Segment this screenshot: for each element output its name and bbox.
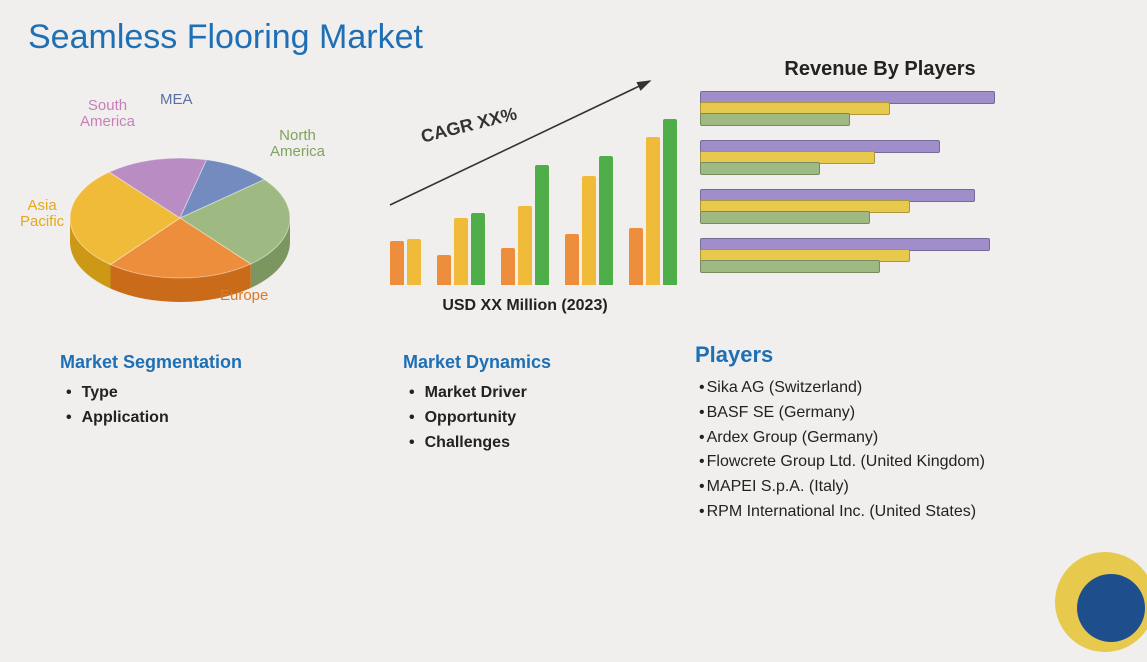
bar bbox=[565, 234, 579, 285]
bar-chart-caption: USD XX Million (2023) bbox=[380, 297, 670, 315]
revenue-bar bbox=[700, 260, 880, 273]
players-item: BASF SE (Germany) bbox=[699, 401, 1115, 426]
players-heading: Players bbox=[695, 342, 1115, 368]
corner-badge-icon bbox=[1045, 542, 1147, 662]
bar-group bbox=[501, 165, 549, 285]
players-item: Flowcrete Group Ltd. (United Kingdom) bbox=[699, 450, 1115, 475]
bar-group bbox=[629, 119, 677, 286]
pie-slice-label: SouthAmerica bbox=[80, 98, 135, 130]
bar-chart-bars bbox=[390, 85, 660, 285]
players-column: Players Sika AG (Switzerland)BASF SE (Ge… bbox=[695, 342, 1115, 525]
pie-slice-label: NorthAmerica bbox=[270, 128, 325, 160]
pie-slice-label: AsiaPacific bbox=[20, 198, 64, 230]
pie-slice-label: MEA bbox=[160, 92, 193, 108]
bar-group bbox=[565, 156, 613, 286]
revenue-row bbox=[700, 91, 1060, 126]
pie-slice-label: Europe bbox=[220, 288, 268, 304]
bar bbox=[535, 165, 549, 285]
dynamics-item: Opportunity bbox=[407, 406, 703, 431]
bar bbox=[437, 255, 451, 285]
bar bbox=[454, 218, 468, 285]
revenue-row bbox=[700, 140, 1060, 175]
dynamics-list: Market DriverOpportunityChallenges bbox=[403, 381, 703, 455]
revenue-bar bbox=[700, 211, 870, 224]
revenue-chart-rows bbox=[700, 91, 1060, 273]
players-item: Ardex Group (Germany) bbox=[699, 426, 1115, 451]
bar bbox=[407, 239, 421, 285]
players-item: Sika AG (Switzerland) bbox=[699, 376, 1115, 401]
bar bbox=[390, 241, 404, 285]
bar bbox=[501, 248, 515, 285]
dynamics-item: Challenges bbox=[407, 431, 703, 456]
dynamics-item: Market Driver bbox=[407, 381, 703, 406]
revenue-chart-title: Revenue By Players bbox=[700, 58, 1060, 81]
bar-group bbox=[390, 239, 421, 285]
bar bbox=[646, 137, 660, 285]
bar-group bbox=[437, 213, 485, 285]
revenue-bar bbox=[700, 162, 820, 175]
segmentation-heading: Market Segmentation bbox=[60, 352, 360, 373]
dynamics-heading: Market Dynamics bbox=[403, 352, 703, 373]
players-item: RPM International Inc. (United States) bbox=[699, 500, 1115, 525]
segmentation-item: Application bbox=[64, 406, 360, 431]
bar-chart: CAGR XX% USD XX Million (2023) bbox=[380, 75, 670, 315]
segmentation-item: Type bbox=[64, 381, 360, 406]
revenue-chart: Revenue By Players bbox=[700, 58, 1060, 287]
dynamics-column: Market Dynamics Market DriverOpportunity… bbox=[403, 352, 703, 455]
pie-chart: NorthAmerica Europe AsiaPacific SouthAmeric… bbox=[20, 88, 340, 308]
segmentation-column: Market Segmentation TypeApplication bbox=[60, 352, 360, 431]
revenue-row bbox=[700, 189, 1060, 224]
bar bbox=[663, 119, 677, 286]
bar bbox=[471, 213, 485, 285]
revenue-row bbox=[700, 238, 1060, 273]
bar bbox=[518, 206, 532, 285]
revenue-bar bbox=[700, 113, 850, 126]
bar bbox=[599, 156, 613, 286]
page-title: Seamless Flooring Market bbox=[28, 18, 423, 57]
pie-chart-svg bbox=[20, 88, 340, 308]
bar bbox=[582, 176, 596, 285]
bar bbox=[629, 228, 643, 285]
players-list: Sika AG (Switzerland)BASF SE (Germany)Ar… bbox=[695, 376, 1115, 525]
segmentation-list: TypeApplication bbox=[60, 381, 360, 431]
players-item: MAPEI S.p.A. (Italy) bbox=[699, 475, 1115, 500]
